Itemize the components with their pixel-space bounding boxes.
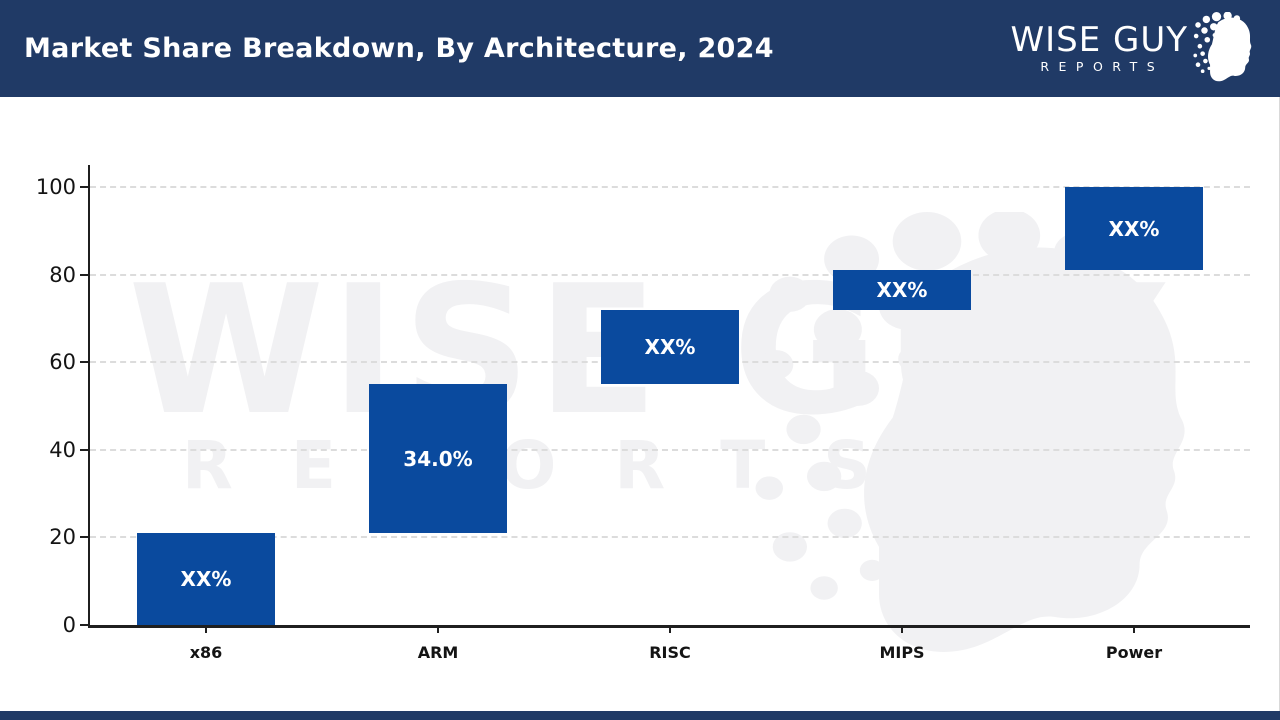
page-title: Market Share Breakdown, By Architecture,… [24,33,774,64]
y-tick-80 [80,273,90,276]
bar-x86: XX% [137,533,275,625]
y-tick-100 [80,186,90,188]
bar-ARM: 34.0% [369,384,507,533]
watermark-secondary: REPORTS [182,427,929,504]
logo: WISE GUY REPORTS [1010,11,1256,86]
y-tick-label-40: 40 [49,437,76,462]
x-label-RISC: RISC [649,643,691,662]
x-tick-MIPS [901,625,903,633]
x-label-ARM: ARM [417,643,459,662]
grid-line-20 [90,536,1250,539]
y-tick-label-60: 60 [49,350,76,375]
y-tick-label-80: 80 [49,262,76,287]
x-label-x86: x86 [189,643,223,662]
y-tick-label-20: 20 [49,525,76,550]
logo-primary-label: WISE GUY [1010,20,1188,61]
y-tick-0 [80,624,90,626]
grid-line-40 [90,448,1250,451]
y-tick-label-0: 0 [62,613,76,637]
x-tick-ARM [437,625,439,633]
y-tick-20 [80,536,90,539]
y-tick-60 [80,361,90,364]
grid-line-100 [90,186,1250,188]
bar-label-RISC: XX% [644,334,696,359]
y-tick-label-100: 100 [35,175,76,199]
bar-label-x86: XX% [180,567,232,591]
x-label-MIPS: MIPS [879,643,925,662]
logo-secondary-label: REPORTS [1040,59,1165,75]
bar-label-ARM: 34.0% [403,446,473,471]
bar-label-MIPS: XX% [876,277,928,302]
chart-area: WISE GUY REPORTS 020406080100XX%x8634.0%… [0,97,1280,711]
header-bar: Market Share Breakdown, By Architecture,… [0,0,1280,97]
x-tick-Power [1133,625,1135,633]
bar-label-Power: XX% [1108,216,1160,241]
logo-head-icon [1193,11,1252,81]
bar-RISC: XX% [601,309,739,385]
logo-text: WISE GUY REPORTS [1010,23,1188,74]
footer-bar [0,711,1280,720]
x-label-Power: Power [1105,643,1163,662]
plot-area: 0 20 40 60 80 100 XX% x86 34.0% ARM XX% RISC XX% MIPS… [36,165,1250,662]
y-tick-40 [80,448,90,451]
x-tick-x86 [205,625,207,633]
grid-line-80 [90,273,1250,276]
bar-MIPS: XX% [833,270,971,310]
x-tick-RISC [669,625,671,633]
bar-Power: XX% [1065,187,1203,271]
